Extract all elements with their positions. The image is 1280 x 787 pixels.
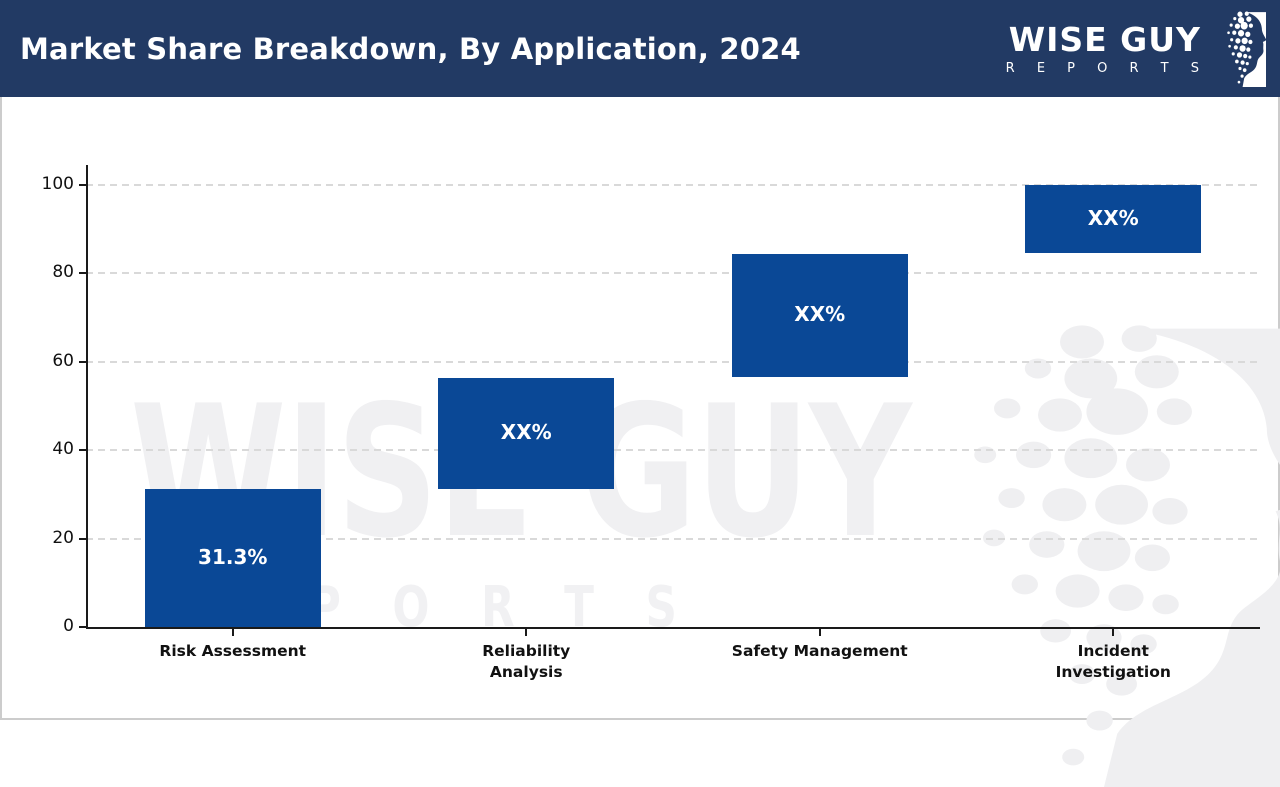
page-title: Market Share Breakdown, By Application, … (20, 31, 801, 66)
brand-logo: WISE GUY R E P O R T S (1002, 11, 1266, 87)
watermark-face-icon (974, 325, 1280, 787)
brand-face-icon (1227, 11, 1266, 87)
brand-logo-text: WISE GUY R E P O R T S (1002, 23, 1208, 75)
bar-value-label-incident-investigation: XX% (1087, 206, 1139, 231)
x-axis-line (86, 627, 1260, 629)
bar-value-label-safety-management: XX% (794, 302, 846, 327)
x-category-label-risk-assessment: Risk Assessment (159, 642, 307, 660)
bar-risk-assessment (144, 488, 321, 627)
x-tick-reliability-analysis (525, 629, 528, 636)
y-tick-80 (79, 272, 86, 275)
chart-panel: WISE GUY REPORTS 0 20 40 60 80 100 31.3% Risk A… (0, 97, 1280, 787)
y-tick-label-60: 60 (52, 350, 74, 371)
y-tick-100 (79, 184, 86, 186)
x-tick-safety-management (818, 629, 821, 636)
x-category-label-incident-investigation: Incident Investigation (1055, 642, 1171, 681)
bar-safety-management (731, 253, 908, 377)
bar-incident-investigation (1025, 185, 1202, 254)
x-tick-incident-investigation (1112, 629, 1115, 636)
y-tick-40 (79, 449, 86, 452)
gridline-100 (86, 184, 1260, 186)
y-axis-line (86, 165, 88, 629)
y-tick-label-80: 80 (52, 262, 74, 283)
x-category-label-safety-management: Safety Management (731, 642, 908, 660)
y-tick-label-0: 0 (63, 616, 74, 636)
gridline-80 (86, 272, 1260, 275)
y-tick-60 (79, 360, 86, 363)
x-category-label-reliability-analysis: Reliability Analysis (482, 642, 571, 681)
bar-value-label-risk-assessment: 31.3% (198, 544, 268, 569)
y-tick-0 (79, 626, 86, 628)
y-tick-label-20: 20 (52, 527, 74, 548)
x-tick-risk-assessment (231, 629, 234, 636)
brand-subname: R E P O R T S (1005, 60, 1208, 76)
gridline-20 (86, 537, 1260, 540)
y-tick-20 (79, 537, 86, 540)
header-bar: Market Share Breakdown, By Application, … (0, 0, 1280, 97)
gridline-60 (86, 360, 1260, 363)
brand-name: WISE GUY (1008, 19, 1201, 59)
y-tick-label-100: 100 (41, 174, 74, 194)
gridline-40 (86, 449, 1260, 452)
y-tick-label-40: 40 (52, 439, 74, 460)
bar-reliability-analysis (438, 377, 615, 489)
bar-value-label-reliability-analysis: XX% (500, 420, 552, 445)
